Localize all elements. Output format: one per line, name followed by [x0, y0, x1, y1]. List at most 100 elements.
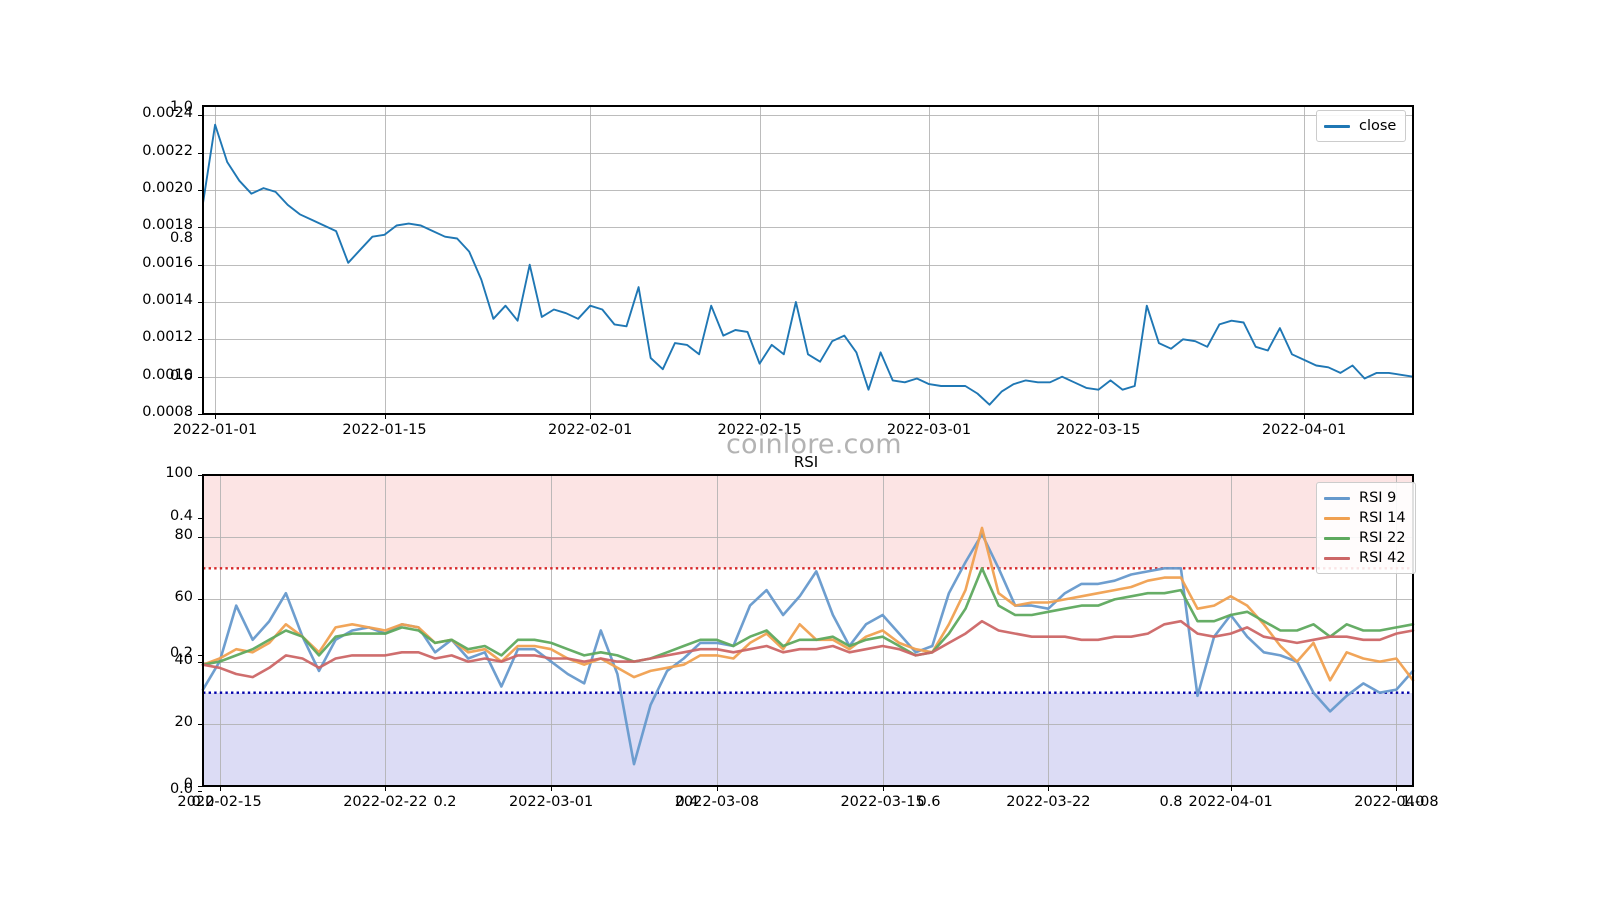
x-tick-label: 2022-02-22 [343, 794, 428, 810]
legend-item[interactable]: close [1324, 116, 1396, 136]
x-tick-label-overlap: 0.2 [433, 794, 457, 810]
legend-item[interactable]: RSI 42 [1324, 548, 1406, 568]
x-tick-label: 2022-03-01 [508, 794, 594, 810]
y-tick-mark [198, 662, 202, 663]
x-tick-label: 2022-03-22 [1006, 794, 1091, 810]
x-tick-label: 2022-04-08 [1354, 794, 1439, 810]
x-tick-mark [1396, 787, 1397, 791]
y-tick-mark [198, 190, 202, 191]
x-tick-mark [760, 415, 761, 419]
y-tick-label: 0.0010 [142, 366, 193, 383]
y-tick-mark [198, 227, 202, 228]
price-axis-left [202, 105, 204, 415]
x-tick-mark [883, 787, 884, 791]
y-tick-mark [198, 265, 202, 266]
x-tick-label: 2022-03-15 [1056, 422, 1141, 438]
y-tick-mark [198, 302, 202, 303]
y-tick-mark [198, 724, 202, 725]
gridline [203, 302, 1413, 303]
gridline [220, 475, 221, 786]
y-tick-mark [198, 339, 202, 340]
x-tick-label: 2022-03-01 [886, 422, 972, 438]
x-tick-mark [1231, 787, 1232, 791]
y-tick-mark [198, 791, 202, 792]
gridline [203, 227, 1413, 228]
gridline [1304, 106, 1305, 414]
legend-swatch-icon [1324, 124, 1350, 128]
y-tick-label: 0.0016 [142, 254, 193, 271]
x-tick-mark [929, 415, 930, 419]
y-tick-label-overlap: 0.2 [169, 645, 193, 661]
x-tick-label: 2022-03-15 [840, 794, 925, 810]
y-tick-mark [198, 115, 202, 116]
price-chart-panel: 0.0024 0.0022 0.0020 0.0018 0.0016 0.0014 0.00… [142, 99, 1414, 438]
y-tick-label: 0.0012 [142, 329, 193, 346]
price-axis-right [1412, 105, 1414, 415]
x-tick-label: 2022-02-15 [177, 794, 262, 810]
y-tick-label-overlap: 1.0 [169, 99, 193, 115]
gridline [203, 599, 1413, 600]
x-tick-mark [385, 787, 386, 791]
y-tick-label: 0 [183, 776, 193, 792]
y-tick-label: 0.0020 [142, 180, 193, 196]
y-tick-label: 0.0024 [142, 105, 193, 122]
gridline [717, 475, 718, 786]
gridline [551, 475, 552, 786]
x-tick-mark [215, 415, 216, 419]
rsi-overbought-zone [203, 475, 1413, 569]
gridline [203, 339, 1413, 340]
y-tick-label: 60 [174, 589, 193, 606]
gridline [215, 106, 216, 414]
x-tick-label: 2022-04-01 [1261, 422, 1347, 438]
legend-label: close [1359, 118, 1397, 134]
gridline [203, 537, 1413, 538]
price-plot-area [203, 106, 1413, 414]
y-tick-mark [198, 414, 202, 415]
y-tick-label: 0.0018 [142, 217, 193, 234]
y-tick-label: 100 [165, 465, 193, 481]
x-tick-mark [1048, 787, 1049, 791]
x-tick-label: 2022-01-01 [172, 422, 258, 438]
gridline [760, 106, 761, 414]
legend-swatch-icon [1324, 516, 1350, 520]
price-legend[interactable]: close [1316, 110, 1407, 142]
gridline [929, 106, 930, 414]
x-tick-label: 2022-02-01 [548, 422, 633, 438]
legend-item[interactable]: RSI 14 [1324, 508, 1406, 528]
y-tick-mark [198, 518, 202, 519]
rsi-axis-right [1412, 474, 1414, 787]
x-tick-label-overlap: 0.4 [675, 794, 699, 810]
gridline [590, 106, 591, 414]
y-tick-label: 0.0022 [142, 142, 193, 159]
rsi-axis-left [202, 474, 204, 787]
x-tick-mark [385, 415, 386, 419]
y-tick-label: 0.0008 [142, 404, 193, 420]
y-tick-mark [198, 786, 202, 787]
legend-item[interactable]: RSI 9 [1324, 488, 1406, 508]
x-tick-label: 2022-01-15 [342, 422, 427, 438]
x-tick-mark [551, 787, 552, 791]
y-tick-label: 20 [174, 713, 193, 730]
legend-label: RSI 22 [1359, 530, 1406, 546]
x-tick-mark [590, 415, 591, 419]
gridline [203, 153, 1413, 154]
y-tick-mark [198, 655, 202, 656]
y-tick-mark [198, 475, 202, 476]
legend-swatch-icon [1324, 556, 1350, 560]
price-line-series [202, 123, 1414, 406]
price-axis-top [203, 105, 1414, 107]
gridline [203, 662, 1413, 663]
rsi-legend[interactable]: RSI 9 RSI 14 RSI 22 RSI 42 [1316, 482, 1416, 574]
gridline [1048, 475, 1049, 786]
gridline [203, 115, 1413, 116]
rsi-oversold-zone [203, 692, 1413, 786]
y-tick-label: 40 [174, 651, 193, 668]
gridline [203, 724, 1413, 725]
price-axis-bottom [203, 413, 1414, 415]
x-tick-mark [220, 787, 221, 791]
legend-item[interactable]: RSI 22 [1324, 528, 1406, 548]
gridline [203, 377, 1413, 378]
rsi-panel-title: RSI [793, 453, 819, 471]
